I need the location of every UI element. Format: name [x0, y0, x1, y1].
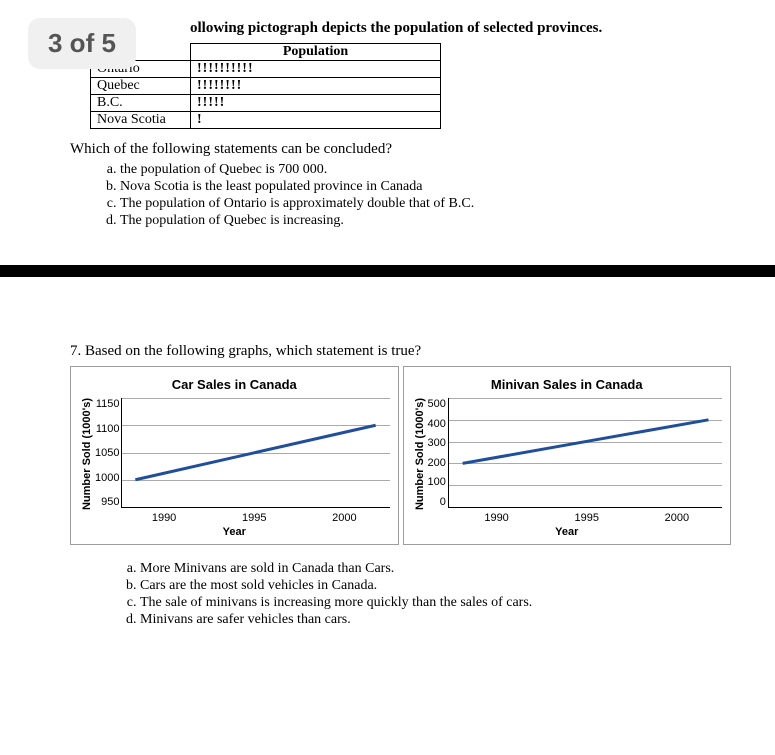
question-7-text: 7. Based on the following graphs, which … [70, 343, 731, 360]
ytick: 500 [428, 398, 446, 410]
x-axis-label: Year [79, 526, 390, 538]
chart-title: Minivan Sales in Canada [412, 377, 723, 392]
xtick: 2000 [332, 512, 356, 524]
options-list: the population of Quebec is 700 000. Nov… [100, 162, 731, 229]
xtick: 1995 [242, 512, 266, 524]
y-axis-ticks: 1150 1100 1050 1000 950 [95, 398, 121, 508]
question-6: Which of the following statements can be… [70, 141, 731, 229]
option-d: The population of Quebec is increasing. [120, 213, 731, 229]
table-row: Quebec !!!!!!!! [91, 78, 441, 95]
glyphs-cell: !!!!! [191, 95, 441, 112]
ytick: 100 [428, 476, 446, 488]
province-cell: Nova Scotia [91, 112, 191, 129]
plot-area [448, 398, 722, 508]
province-cell: Quebec [91, 78, 191, 95]
section-divider [0, 265, 775, 277]
table-row: Ontario !!!!!!!!!! [91, 61, 441, 78]
glyphs-cell: !!!!!!!!!! [191, 61, 441, 78]
ytick: 300 [428, 437, 446, 449]
ytick: 0 [428, 496, 446, 508]
data-line [449, 398, 722, 507]
page-indicator: 3 of 5 [28, 18, 136, 69]
option-a: More Minivans are sold in Canada than Ca… [140, 561, 731, 577]
table-row: Nova Scotia ! [91, 112, 441, 129]
xtick: 1995 [574, 512, 598, 524]
x-axis-ticks: 1990 1995 2000 [452, 512, 723, 524]
ytick: 1050 [95, 447, 119, 459]
ytick: 400 [428, 418, 446, 430]
minivan-sales-chart: Minivan Sales in Canada Number Sold (100… [403, 366, 732, 545]
option-b: Cars are the most sold vehicles in Canad… [140, 578, 731, 594]
graphs-row: Car Sales in Canada Number Sold (1000's)… [70, 366, 731, 545]
data-line [122, 398, 389, 507]
ytick: 1000 [95, 472, 119, 484]
y-axis-label: Number Sold (1000's) [79, 398, 95, 510]
glyphs-cell: ! [191, 112, 441, 129]
ytick: 1150 [95, 398, 119, 410]
option-a: the population of Quebec is 700 000. [120, 162, 731, 178]
xtick: 2000 [665, 512, 689, 524]
pictograph-table: Population Ontario !!!!!!!!!! Quebec !!!… [90, 43, 441, 129]
question-text: Which of the following statements can be… [70, 141, 731, 158]
province-cell: B.C. [91, 95, 191, 112]
option-c: The sale of minivans is increasing more … [140, 595, 731, 611]
x-axis-label: Year [412, 526, 723, 538]
y-axis-label: Number Sold (1000's) [412, 398, 428, 510]
plot-area [121, 398, 389, 508]
table-row: B.C. !!!!! [91, 95, 441, 112]
pictograph-header: Population [191, 44, 441, 61]
intro-text: ollowing pictograph depicts the populati… [190, 20, 731, 37]
question-7-section: 7. Based on the following graphs, which … [0, 343, 775, 628]
ytick: 200 [428, 457, 446, 469]
option-b: Nova Scotia is the least populated provi… [120, 179, 731, 195]
car-sales-chart: Car Sales in Canada Number Sold (1000's)… [70, 366, 399, 545]
glyphs-cell: !!!!!!!! [191, 78, 441, 95]
ytick: 1100 [95, 423, 119, 435]
x-axis-ticks: 1990 1995 2000 [119, 512, 390, 524]
y-axis-ticks: 500 400 300 200 100 0 [428, 398, 448, 508]
xtick: 1990 [152, 512, 176, 524]
options-list: More Minivans are sold in Canada than Ca… [120, 561, 731, 628]
ytick: 950 [95, 496, 119, 508]
chart-title: Car Sales in Canada [79, 377, 390, 392]
xtick: 1990 [484, 512, 508, 524]
option-d: Minivans are safer vehicles than cars. [140, 612, 731, 628]
option-c: The population of Ontario is approximate… [120, 196, 731, 212]
